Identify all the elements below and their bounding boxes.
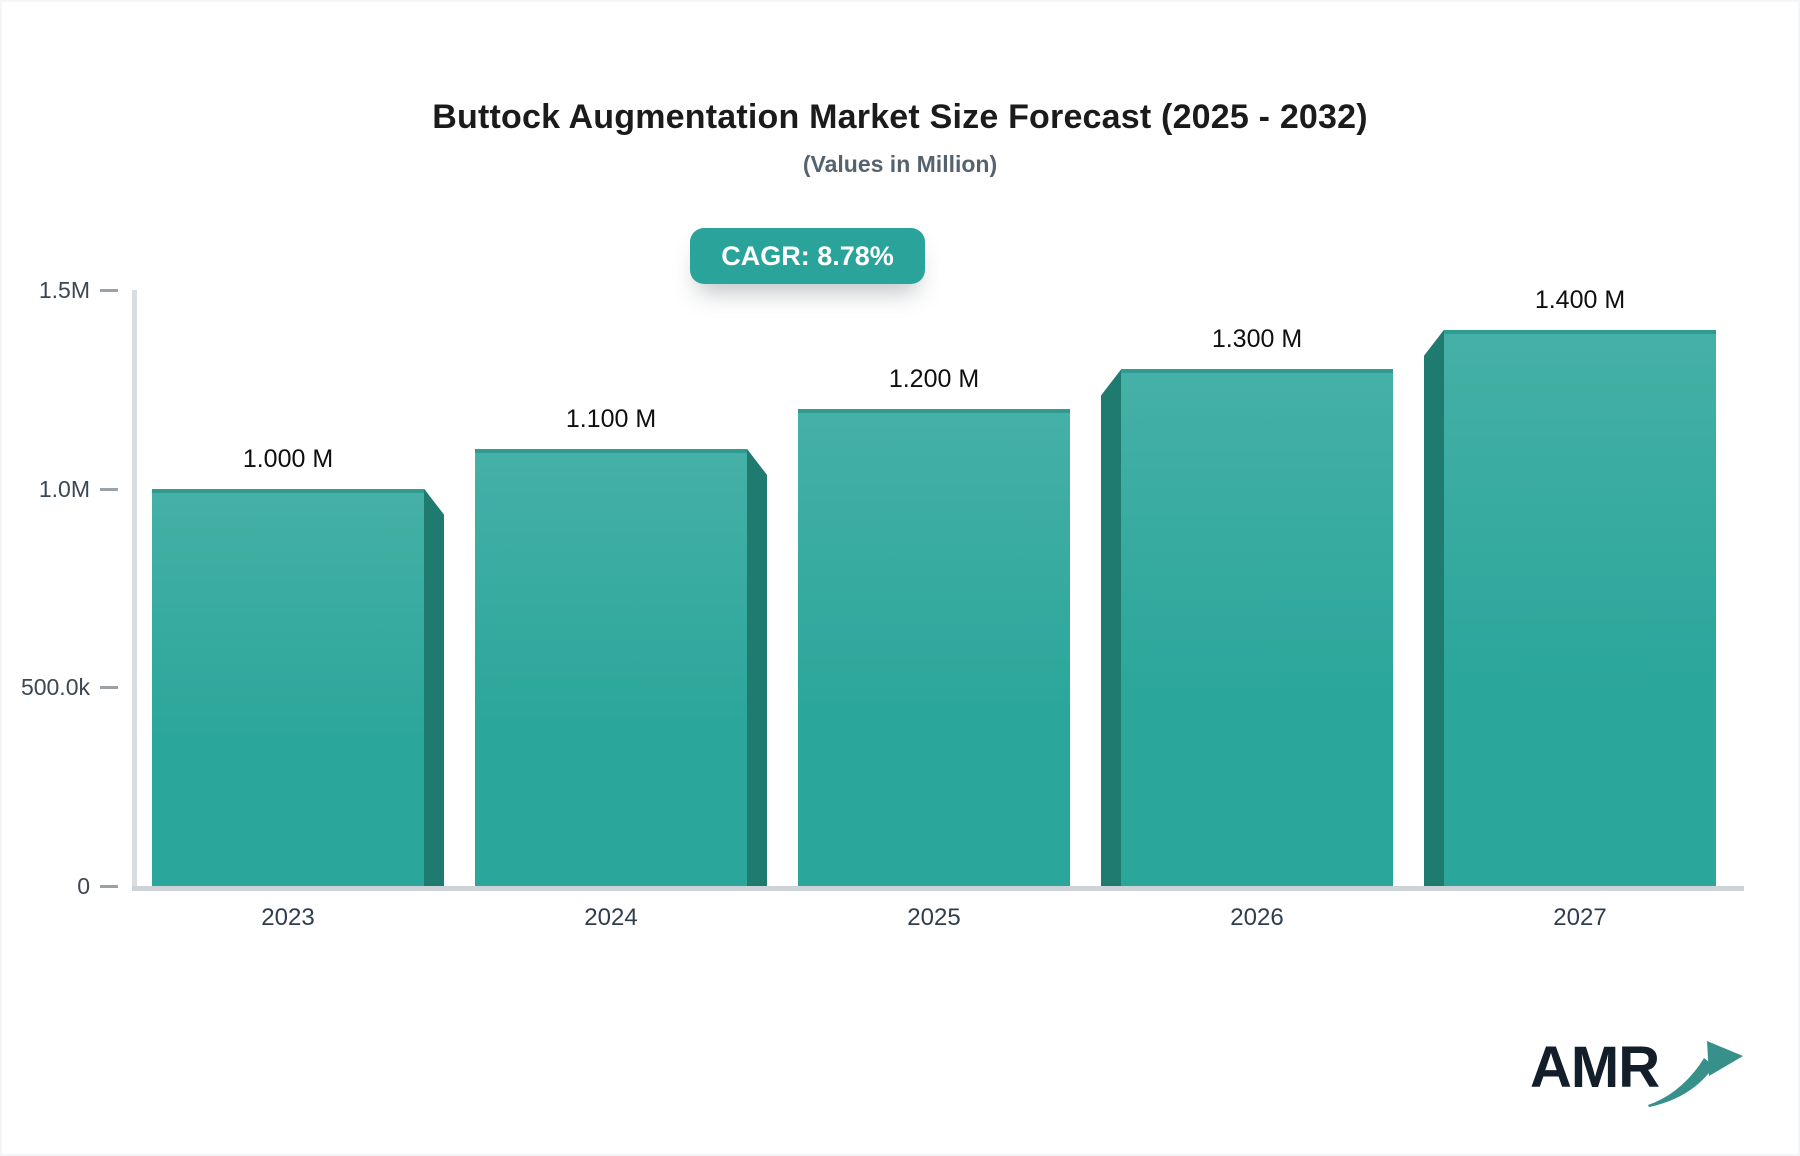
y-tick-mark — [100, 686, 118, 690]
x-axis-line — [132, 886, 1744, 891]
bar-value-label-2025: 1.200 M — [888, 365, 980, 394]
bar-2024 — [475, 448, 747, 886]
brand-logo-text: AMR — [1530, 1035, 1660, 1100]
brand-logo: AMR — [1530, 1034, 1743, 1114]
bar-value-label-2024: 1.100 M — [565, 404, 657, 433]
y-tick-mark — [100, 289, 118, 292]
x-tick-label-2023: 2023 — [261, 904, 315, 931]
bar-2023 — [152, 488, 424, 886]
bar-2024-side-panel — [747, 448, 767, 886]
y-tick-label: 0 — [77, 873, 90, 899]
x-tick-label-2025: 2025 — [907, 904, 961, 931]
growth-arrow-icon — [1648, 1041, 1743, 1107]
y-tick-mark — [100, 487, 118, 491]
bar-2027 — [1444, 329, 1716, 886]
cagr-badge: CAGR: 8.78% — [690, 228, 925, 284]
cagr-badge-label: CAGR: 8.78% — [721, 240, 894, 271]
bar-2023-side-panel — [424, 488, 444, 886]
x-tick-label-2027: 2027 — [1553, 904, 1607, 931]
y-axis-line — [132, 290, 137, 891]
bar-2026 — [1121, 369, 1393, 886]
chart-subtitle: (Values in Million) — [802, 151, 998, 177]
y-tick-label: 1.5M — [38, 277, 90, 303]
bar-value-label-2023: 1.000 M — [242, 444, 334, 473]
y-tick-mark — [100, 885, 118, 888]
y-tick-label: 500.0k — [20, 674, 90, 701]
x-tick-label-2026: 2026 — [1230, 904, 1284, 931]
bar-2026-side-panel — [1101, 369, 1121, 886]
y-tick-label: 1.0M — [38, 475, 90, 502]
bar-2027-side-panel — [1424, 329, 1444, 886]
x-tick-label-2024: 2024 — [584, 904, 638, 931]
bar-2025 — [798, 409, 1070, 886]
bar-value-label-2027: 1.400 M — [1534, 285, 1626, 314]
chart-title: Buttock Augmentation Market Size Forecas… — [432, 98, 1368, 136]
bar-value-label-2026: 1.300 M — [1211, 325, 1303, 354]
